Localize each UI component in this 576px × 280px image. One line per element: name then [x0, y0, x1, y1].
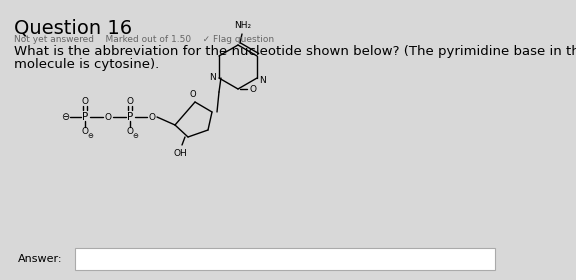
Text: ⊖: ⊖ — [61, 112, 69, 122]
Text: O: O — [190, 90, 196, 99]
Text: O: O — [149, 113, 156, 122]
Text: P: P — [82, 112, 88, 122]
Text: What is the abbreviation for the nucleotide shown below? (The pyrimidine base in: What is the abbreviation for the nucleot… — [14, 45, 576, 58]
Text: O: O — [127, 97, 134, 106]
Text: Not yet answered    Marked out of 1.50    ✓ Flag question: Not yet answered Marked out of 1.50 ✓ Fl… — [14, 35, 274, 44]
Text: Question 16: Question 16 — [14, 18, 132, 37]
Text: OH: OH — [173, 149, 187, 158]
Text: O: O — [104, 113, 112, 122]
Text: ⊖: ⊖ — [87, 133, 93, 139]
Text: O: O — [81, 127, 89, 137]
Text: molecule is cytosine).: molecule is cytosine). — [14, 58, 159, 71]
Text: P: P — [127, 112, 133, 122]
Text: O: O — [81, 97, 89, 106]
Text: O: O — [250, 85, 257, 94]
Text: NH₂: NH₂ — [234, 21, 252, 30]
Text: N: N — [259, 76, 266, 85]
Text: N: N — [209, 74, 216, 83]
Text: Answer:: Answer: — [18, 254, 63, 264]
Text: ⊖: ⊖ — [132, 133, 138, 139]
Bar — [75, 248, 495, 270]
Text: O: O — [127, 127, 134, 137]
